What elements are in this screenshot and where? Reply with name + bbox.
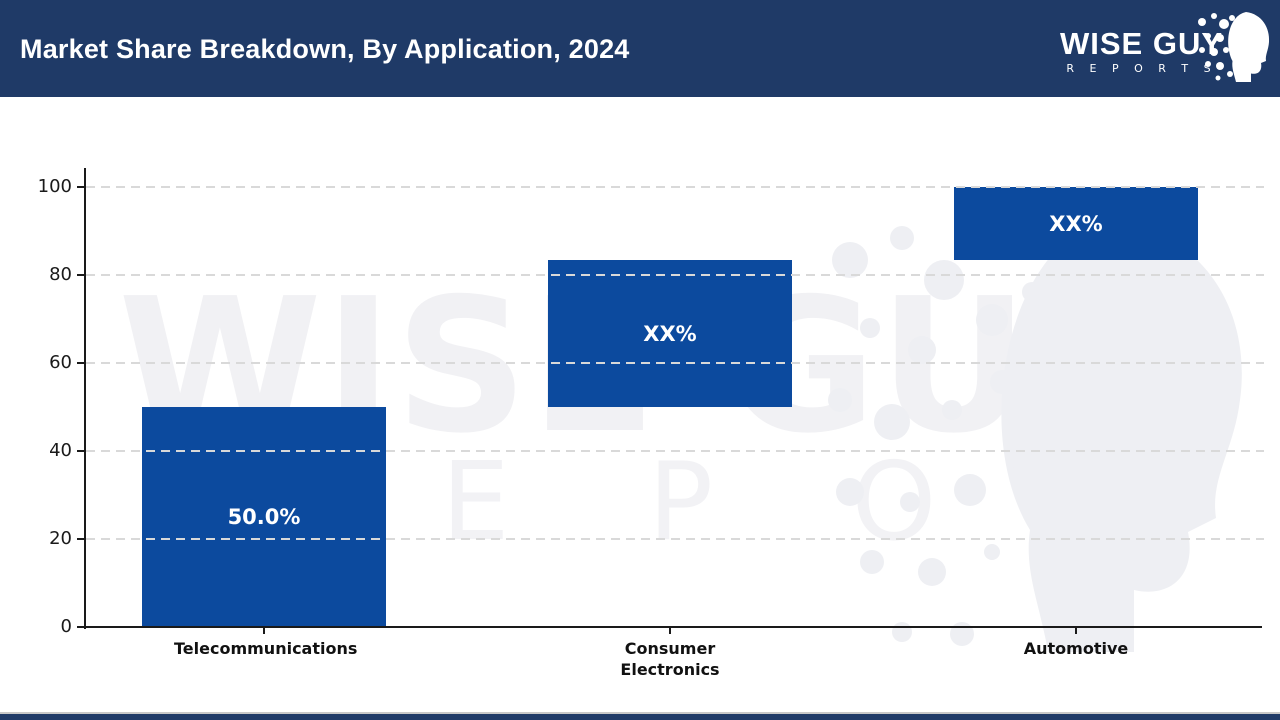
gridline: [86, 362, 1264, 364]
y-axis-line: [84, 168, 86, 629]
bar-segment: 50.0%: [142, 407, 386, 627]
y-tick-mark: [77, 362, 84, 364]
y-tick-label: 0: [60, 616, 72, 637]
y-tick-mark: [77, 626, 84, 628]
gridline: [86, 450, 1264, 452]
y-tick-label: 20: [49, 528, 72, 549]
header-bar: Market Share Breakdown, By Application, …: [0, 0, 1280, 97]
x-tick-mark: [1075, 628, 1077, 634]
logo-face-icon: [1198, 12, 1270, 82]
bar-value-label: XX%: [1049, 211, 1103, 236]
y-tick-label: 40: [49, 440, 72, 461]
gridline: [86, 274, 1264, 276]
bar-segment: XX%: [954, 187, 1198, 261]
y-tick-label: 100: [37, 176, 72, 197]
wise-guy-logo: WISE GUY R E P O R T S: [1022, 6, 1272, 92]
y-tick-mark: [77, 186, 84, 188]
x-tick-mark: [669, 628, 671, 634]
logo-text: WISE GUY R E P O R T S: [1060, 26, 1224, 76]
logo-subtitle: R E P O R T S: [1066, 62, 1217, 75]
logo-name: WISE GUY: [1060, 26, 1224, 61]
bar-segment: XX%: [548, 260, 792, 407]
x-category-label: Automotive: [1023, 639, 1129, 658]
footer-bar: [0, 712, 1280, 720]
x-axis-line: [84, 626, 1262, 628]
page-title: Market Share Breakdown, By Application, …: [20, 34, 630, 64]
bar-value-label: XX%: [643, 321, 697, 346]
y-tick-mark: [77, 450, 84, 452]
gridline: [86, 538, 1264, 540]
y-tick-mark: [77, 538, 84, 540]
y-tick-label: 80: [49, 264, 72, 285]
x-category-label: Telecommunications: [174, 639, 358, 658]
gridline: [86, 186, 1264, 188]
y-tick-label: 60: [49, 352, 72, 373]
x-category-label: Consumer Electronics: [620, 639, 720, 679]
bar-value-label: 50.0%: [227, 505, 301, 529]
x-tick-mark: [263, 628, 265, 634]
y-tick-mark: [77, 274, 84, 276]
watermark-face-icon: [828, 216, 1242, 652]
